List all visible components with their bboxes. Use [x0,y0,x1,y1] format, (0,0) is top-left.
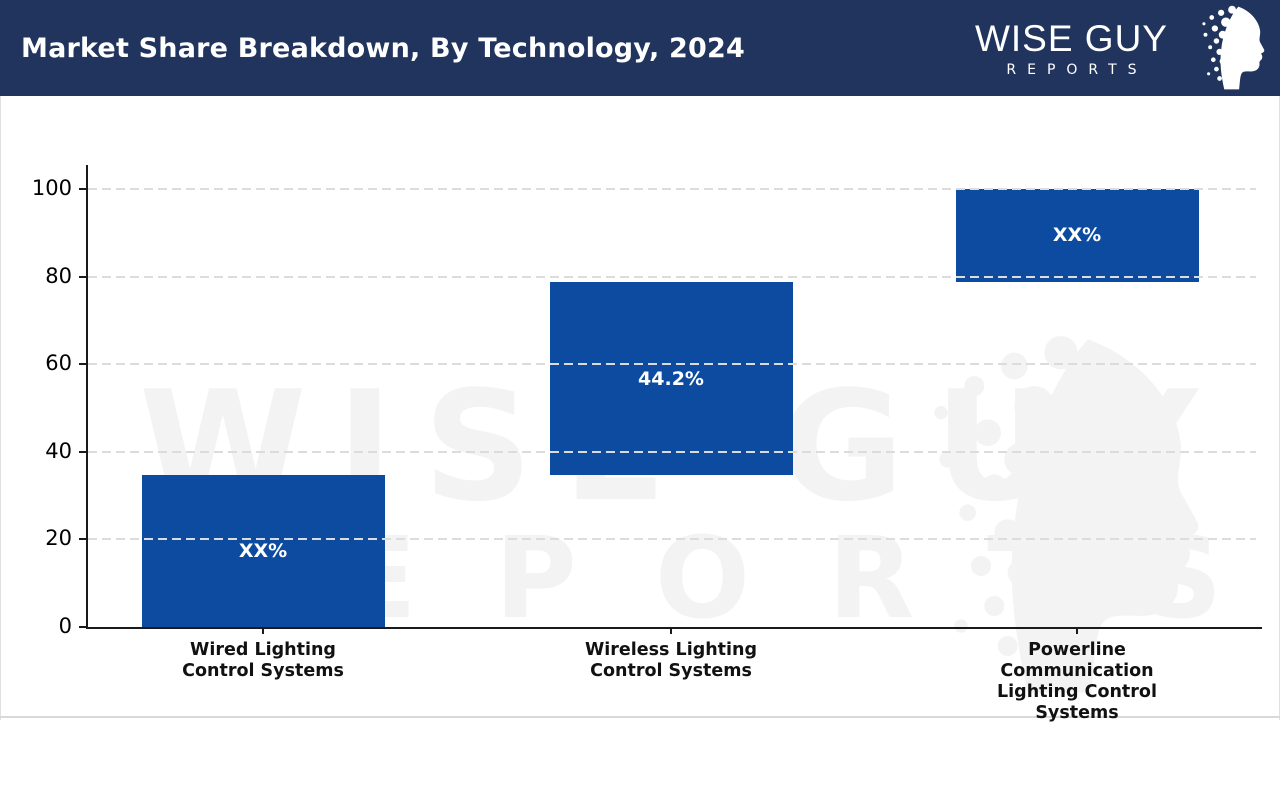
figure-bottom-border [0,716,1280,718]
y-tick-label: 20 [45,526,72,551]
logo-wordmark: WISE GUY [974,17,1168,59]
bar-value-label: XX% [1052,224,1102,247]
y-tick-mark [79,363,86,366]
gridline-y60 [88,363,1256,366]
gridline-y80 [88,275,1256,278]
header-bar: Market Share Breakdown, By Technology, 2… [0,0,1280,96]
bar-2: 44.2% [549,281,793,476]
x-tick-mark [1076,627,1078,634]
y-tick-label: 0 [58,614,72,638]
wiseguy-logo: WISE GUY REPORTS [975,5,1280,91]
category-label-2: Wireless Lighting Control Systems [584,640,758,681]
y-tick-mark [79,626,86,628]
y-tick-mark [79,538,86,541]
x-tick-mark [262,627,264,634]
y-tick-mark [79,188,86,190]
x-tick-mark [670,627,672,634]
y-axis-spine [86,165,88,629]
bar-1: XX% [141,475,385,627]
page-title: Market Share Breakdown, By Technology, 2… [21,32,746,64]
category-label-1: Wired Lighting Control Systems [182,640,344,681]
wiseguy-face-icon [1170,5,1266,91]
y-tick-mark [79,450,86,453]
y-tick-mark [79,275,86,278]
x-axis-spine [86,627,1262,629]
category-label-3: Powerline Communication Lighting Control… [997,640,1157,723]
bar-value-label: 44.2% [638,367,704,390]
y-tick-label: 40 [45,438,72,463]
y-tick-label: 100 [31,176,72,200]
gridline-y100 [88,188,1256,190]
y-tick-label: 60 [45,351,72,376]
logo-subtitle: REPORTS [1006,61,1148,78]
bar-3: XX% [955,189,1199,282]
bar-value-label: XX% [238,540,288,563]
wiseguy-logo-text: WISE GUY REPORTS [975,20,1168,77]
gridline-y40 [88,450,1256,453]
y-tick-label: 80 [45,263,72,288]
gridline-y20 [88,538,1256,541]
